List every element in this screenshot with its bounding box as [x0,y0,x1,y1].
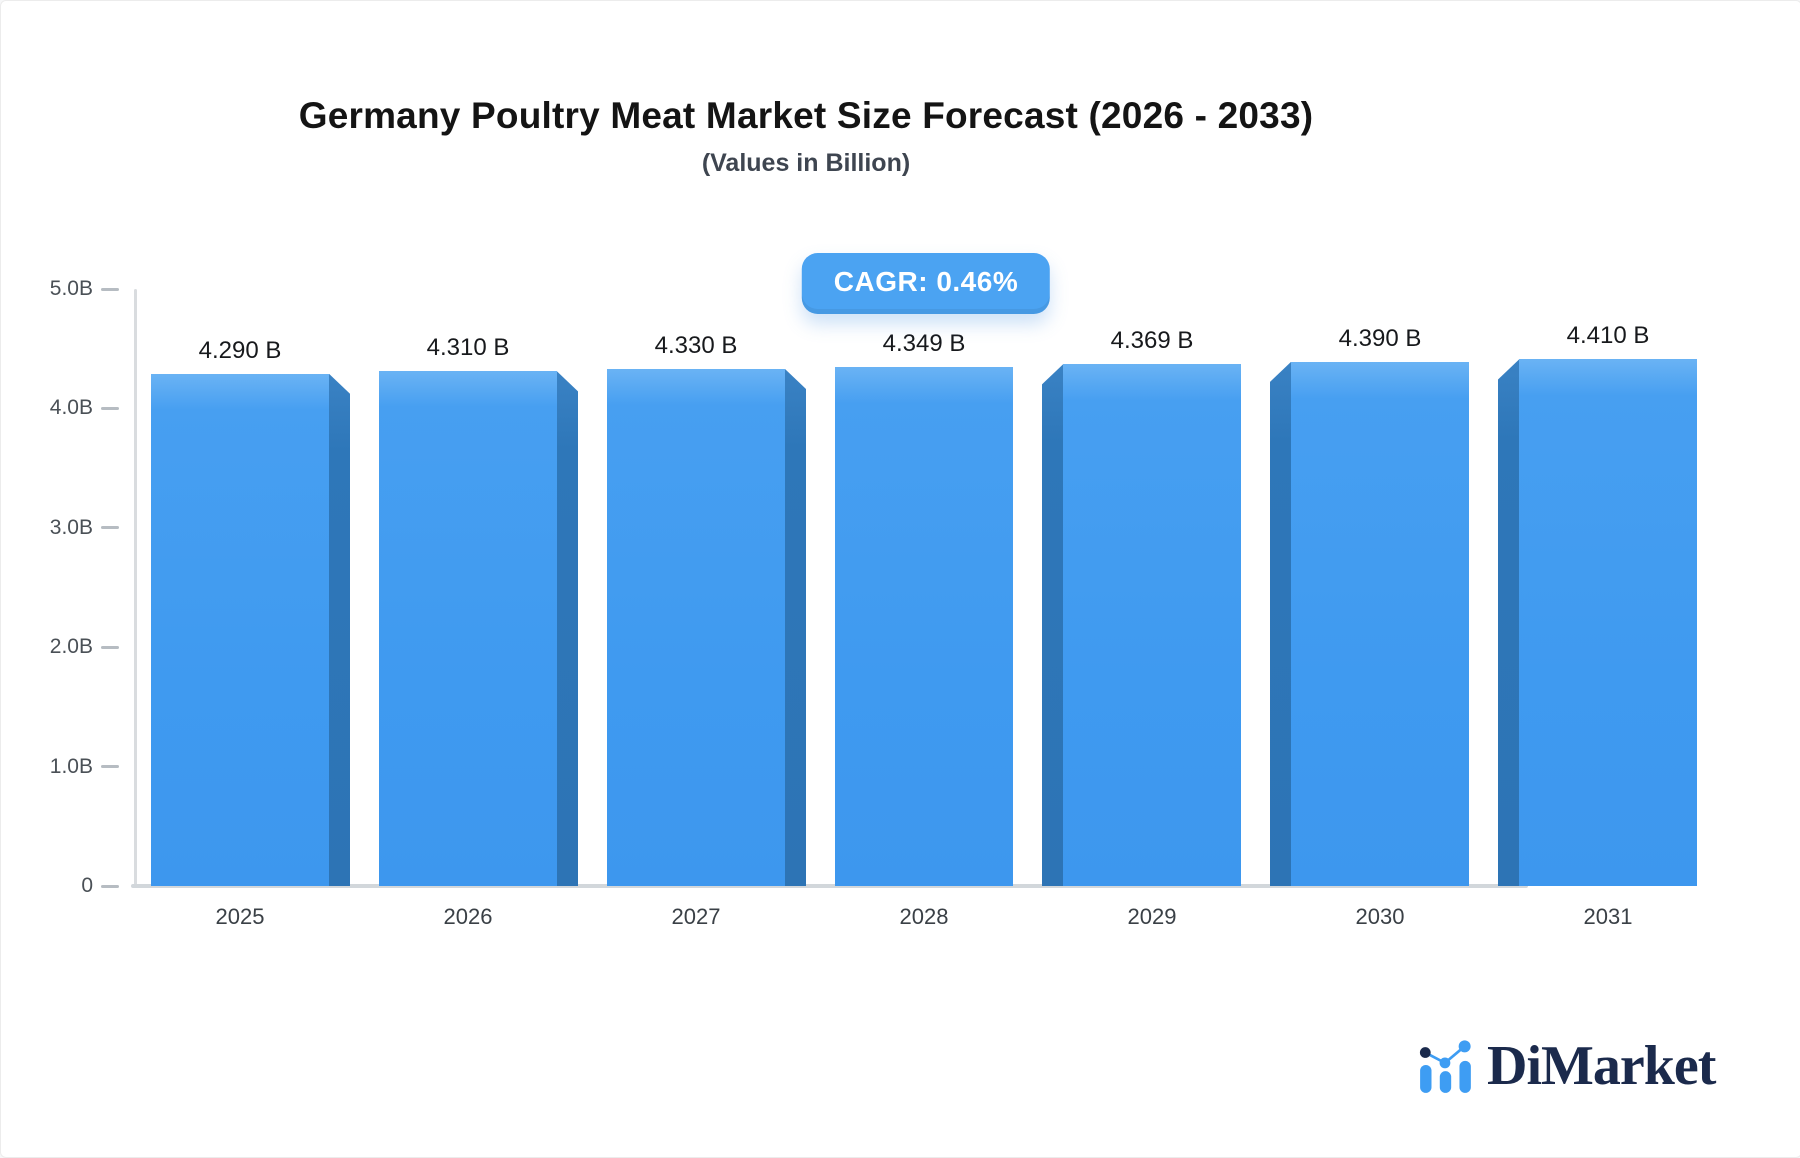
chart-subtitle: (Values in Billion) [701,149,911,177]
bar-2030[interactable] [1291,361,1469,886]
cagr-badge: CAGR: 0.46% [801,253,1051,314]
chart-title: Germany Poultry Meat Market Size Forecas… [298,95,1314,136]
bar-3d-side-face [1498,359,1519,886]
bar-chart-logo-icon [1419,1040,1471,1093]
y-axis-tick-label: 0 [81,874,93,897]
x-axis-category-label: 2025 [215,904,265,929]
y-axis-tick-label: 3.0B [49,515,93,539]
bar-value-label: 4.390 B [1338,324,1422,352]
brand-wordmark: DiMarket [1487,1035,1716,1097]
bar-3d-side-face [785,368,806,886]
bar-3d-side-face [557,371,578,886]
bar-2025[interactable] [151,373,329,886]
bar-2029[interactable] [1063,364,1241,886]
bar-2028[interactable] [835,366,1013,886]
bar-value-label: 4.290 B [198,336,282,364]
bar-value-label: 4.369 B [1110,327,1194,355]
x-axis-category-label: 2028 [899,904,949,929]
y-axis-tick [101,526,119,530]
x-axis-category-label: 2026 [443,904,493,929]
y-axis-tick-label: 5.0B [49,277,93,300]
x-axis-category-label: 2031 [1583,904,1633,929]
y-axis-tick [101,645,119,649]
y-axis-tick-label: 2.0B [49,635,93,659]
y-axis-tick [101,406,119,410]
y-axis-tick [101,884,119,888]
y-axis-tick [101,287,119,291]
bar-value-label: 4.310 B [426,334,510,362]
bar-value-label: 4.410 B [1566,322,1650,350]
x-axis-category-label: 2029 [1127,904,1177,929]
x-axis-baseline [131,884,1528,888]
x-axis-category-label: 2030 [1355,904,1405,929]
brand-logo: DiMarket [1417,1035,1716,1097]
bar-2026[interactable] [379,371,557,886]
bar-3d-side-face [329,373,350,886]
y-axis-line [134,289,137,886]
bar-3d-side-face [1042,364,1063,886]
y-axis-tick [101,765,119,769]
bar-2031[interactable] [1519,359,1697,886]
x-axis-category-label: 2027 [671,904,721,929]
bar-value-label: 4.330 B [654,331,738,359]
bar-3d-side-face [1270,361,1291,886]
y-axis-tick-label: 1.0B [49,754,93,778]
bar-2027[interactable] [607,368,785,886]
bar-value-label: 4.349 B [882,329,966,357]
y-axis-tick-label: 4.0B [49,396,93,420]
